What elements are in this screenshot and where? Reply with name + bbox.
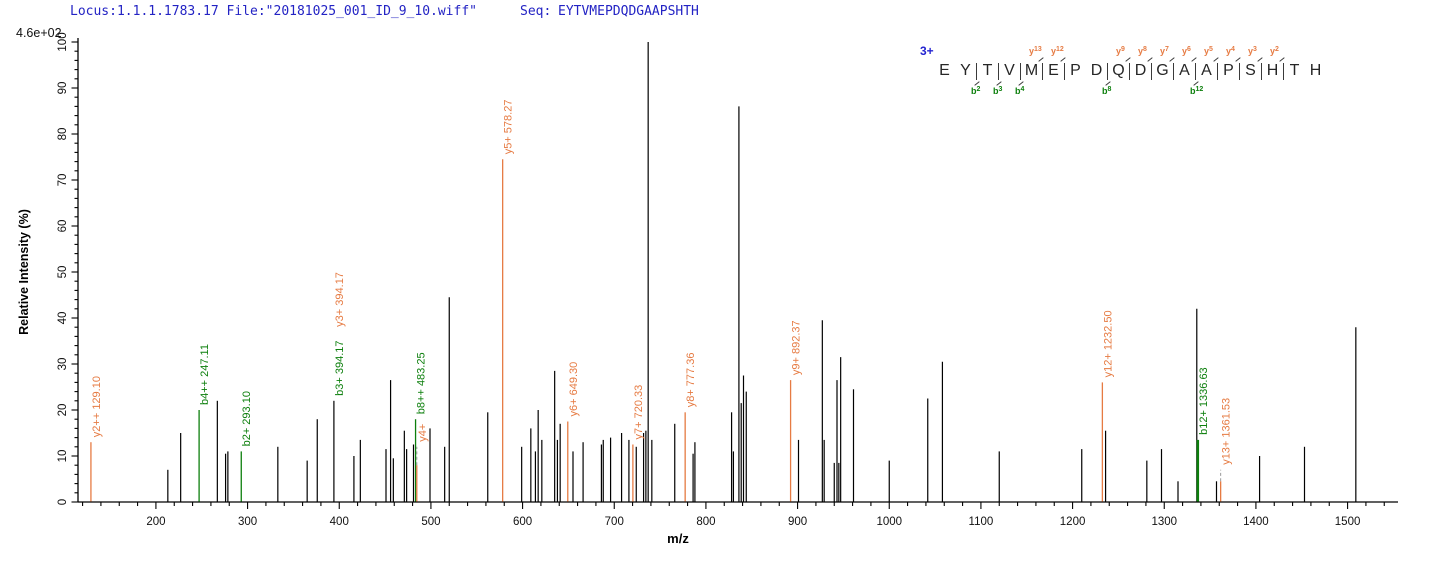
x-tick-label: 500 <box>421 516 440 528</box>
peak-label-y4+: y4+ <box>417 424 429 442</box>
cleavage-divider: y7 <box>1160 46 1175 80</box>
y-tick-label: 0 <box>57 499 69 505</box>
residue-11-G: G <box>1156 62 1169 79</box>
cleavage-divider: y4 <box>1226 46 1241 80</box>
peak-label-b8++: b8++ 483.25 <box>416 352 428 414</box>
peak-label-y3+: y3+ 394.17 <box>334 272 346 327</box>
precursor-charge-label: 3+ <box>920 44 934 58</box>
x-tick-label: 800 <box>696 516 715 528</box>
b-ion-label-b8: b8 <box>1102 85 1112 96</box>
peak-label-y9+: y9+ 892.37 <box>791 320 803 375</box>
y-tick-label: 20 <box>57 404 69 417</box>
y-tick-label: 100 <box>57 32 69 51</box>
cleavage-divider: b4 <box>1015 62 1024 96</box>
y-ion-label-y12: y12 <box>1051 45 1064 56</box>
peak-label-y8+: y8+ 777.36 <box>685 353 697 408</box>
residue-9-Q: Q <box>1112 62 1125 79</box>
residue-16-H: H <box>1266 62 1279 79</box>
residue-17-T: T <box>1289 62 1300 79</box>
peak-label-y12+: y12+ 1232.50 <box>1102 310 1114 377</box>
peak-label-b12+: b12+ 1336.63 <box>1198 367 1210 435</box>
cleavage-divider: y13 <box>1029 46 1044 80</box>
y-tick-label: 40 <box>57 312 69 325</box>
cleavage-divider: y5 <box>1204 46 1219 80</box>
x-tick-label: 400 <box>330 516 349 528</box>
x-tick-label: 1500 <box>1335 516 1361 528</box>
seq-label: Seq: <box>520 4 552 19</box>
y-axis-title: Relative Intensity (%) <box>17 209 31 335</box>
residue-15-S: S <box>1245 62 1256 79</box>
y-ion-label-y7: y7 <box>1160 45 1169 56</box>
residue-1-E: E <box>939 62 950 79</box>
y-ion-label-y6: y6 <box>1182 45 1191 56</box>
x-axis-title: m/z <box>667 531 689 546</box>
y-ion-label-y3: y3 <box>1248 45 1257 56</box>
x-tick-label: 1000 <box>876 516 902 528</box>
y-tick-label: 60 <box>57 220 69 233</box>
residue-12-A: A <box>1179 62 1190 79</box>
residue-4-V: V <box>1004 62 1015 79</box>
header-bar: Locus:1.1.1.1783.17 File:"20181025_001_I… <box>0 4 1436 24</box>
locus-file-text: Locus:1.1.1.1783.17 File:"20181025_001_I… <box>70 4 477 19</box>
peak-label-y2++: y2++ 129.10 <box>91 376 103 437</box>
y-tick-label: 80 <box>57 128 69 141</box>
residue-8-D: D <box>1090 62 1103 79</box>
cleavage-divider: y9 <box>1116 46 1131 80</box>
peak-label-y13+: y13+ 1361.53 <box>1221 398 1233 465</box>
x-tick-label: 1100 <box>969 516 994 528</box>
y-tick-label: 10 <box>57 450 69 463</box>
x-tick-label: 700 <box>605 516 624 528</box>
b-ion-label-b4: b4 <box>1015 85 1025 96</box>
base-peak-intensity-label: 4.6e+02 <box>16 26 62 40</box>
cleavage-divider: y2 <box>1270 46 1285 80</box>
seq-value: EYTVMEPDQDGAAPSHTH <box>558 4 699 19</box>
y-ion-label-y8: y8 <box>1138 45 1147 56</box>
cleavage-divider: y3 <box>1248 46 1263 80</box>
y-tick-label: 90 <box>57 82 69 95</box>
residue-14-P: P <box>1223 62 1234 79</box>
residue-3-T: T <box>982 62 993 79</box>
peak-label-b2+: b2+ 293.10 <box>241 391 253 446</box>
x-tick-label: 1300 <box>1151 516 1177 528</box>
x-tick-label: 1400 <box>1243 516 1269 528</box>
peak-label-y7+: y7+ 720.33 <box>633 385 645 440</box>
residue-13-A: A <box>1201 62 1212 79</box>
y-ion-label-y4: y4 <box>1226 45 1235 56</box>
peak-label-y6+: y6+ 649.30 <box>568 362 580 417</box>
y-ion-label-y2: y2 <box>1270 45 1279 56</box>
residue-2-Y: Y <box>960 62 971 79</box>
y-ion-label-y9: y9 <box>1116 45 1125 56</box>
x-tick-label: 200 <box>146 516 165 528</box>
cleavage-divider: y8 <box>1138 46 1153 80</box>
residue-6-E: E <box>1048 62 1059 79</box>
x-tick-label: 300 <box>238 516 257 528</box>
peak-label-b3+: b3+ 394.17 <box>334 340 346 395</box>
b-ion-label-b2: b2 <box>971 85 981 96</box>
residue-5-M: M <box>1024 62 1039 79</box>
residue-18-H: H <box>1309 62 1322 79</box>
x-tick-label: 600 <box>513 516 532 528</box>
peak-label-b4++: b4++ 247.11 <box>199 344 211 405</box>
y-tick-label: 70 <box>57 174 69 187</box>
x-tick-label: 900 <box>788 516 807 528</box>
y-ion-label-y13: y13 <box>1029 45 1042 56</box>
cleavage-divider: b2 <box>971 62 980 96</box>
y-ion-label-y5: y5 <box>1204 45 1213 56</box>
cleavage-divider: y12 <box>1051 46 1066 80</box>
y-tick-label: 50 <box>57 266 69 279</box>
residue-7-P: P <box>1070 62 1081 79</box>
x-tick-label: 1200 <box>1060 516 1086 528</box>
peak-label-y5+: y5+ 578.27 <box>503 100 515 155</box>
residue-10-D: D <box>1134 62 1147 79</box>
y-tick-label: 30 <box>57 358 69 371</box>
cleavage-divider: b8 <box>1102 62 1111 96</box>
cleavage-divider: y6 b12 <box>1182 46 1203 96</box>
cleavage-divider: b3 <box>993 62 1002 96</box>
b-ion-label-b12: b12 <box>1190 85 1204 96</box>
b-ion-label-b3: b3 <box>993 85 1003 96</box>
